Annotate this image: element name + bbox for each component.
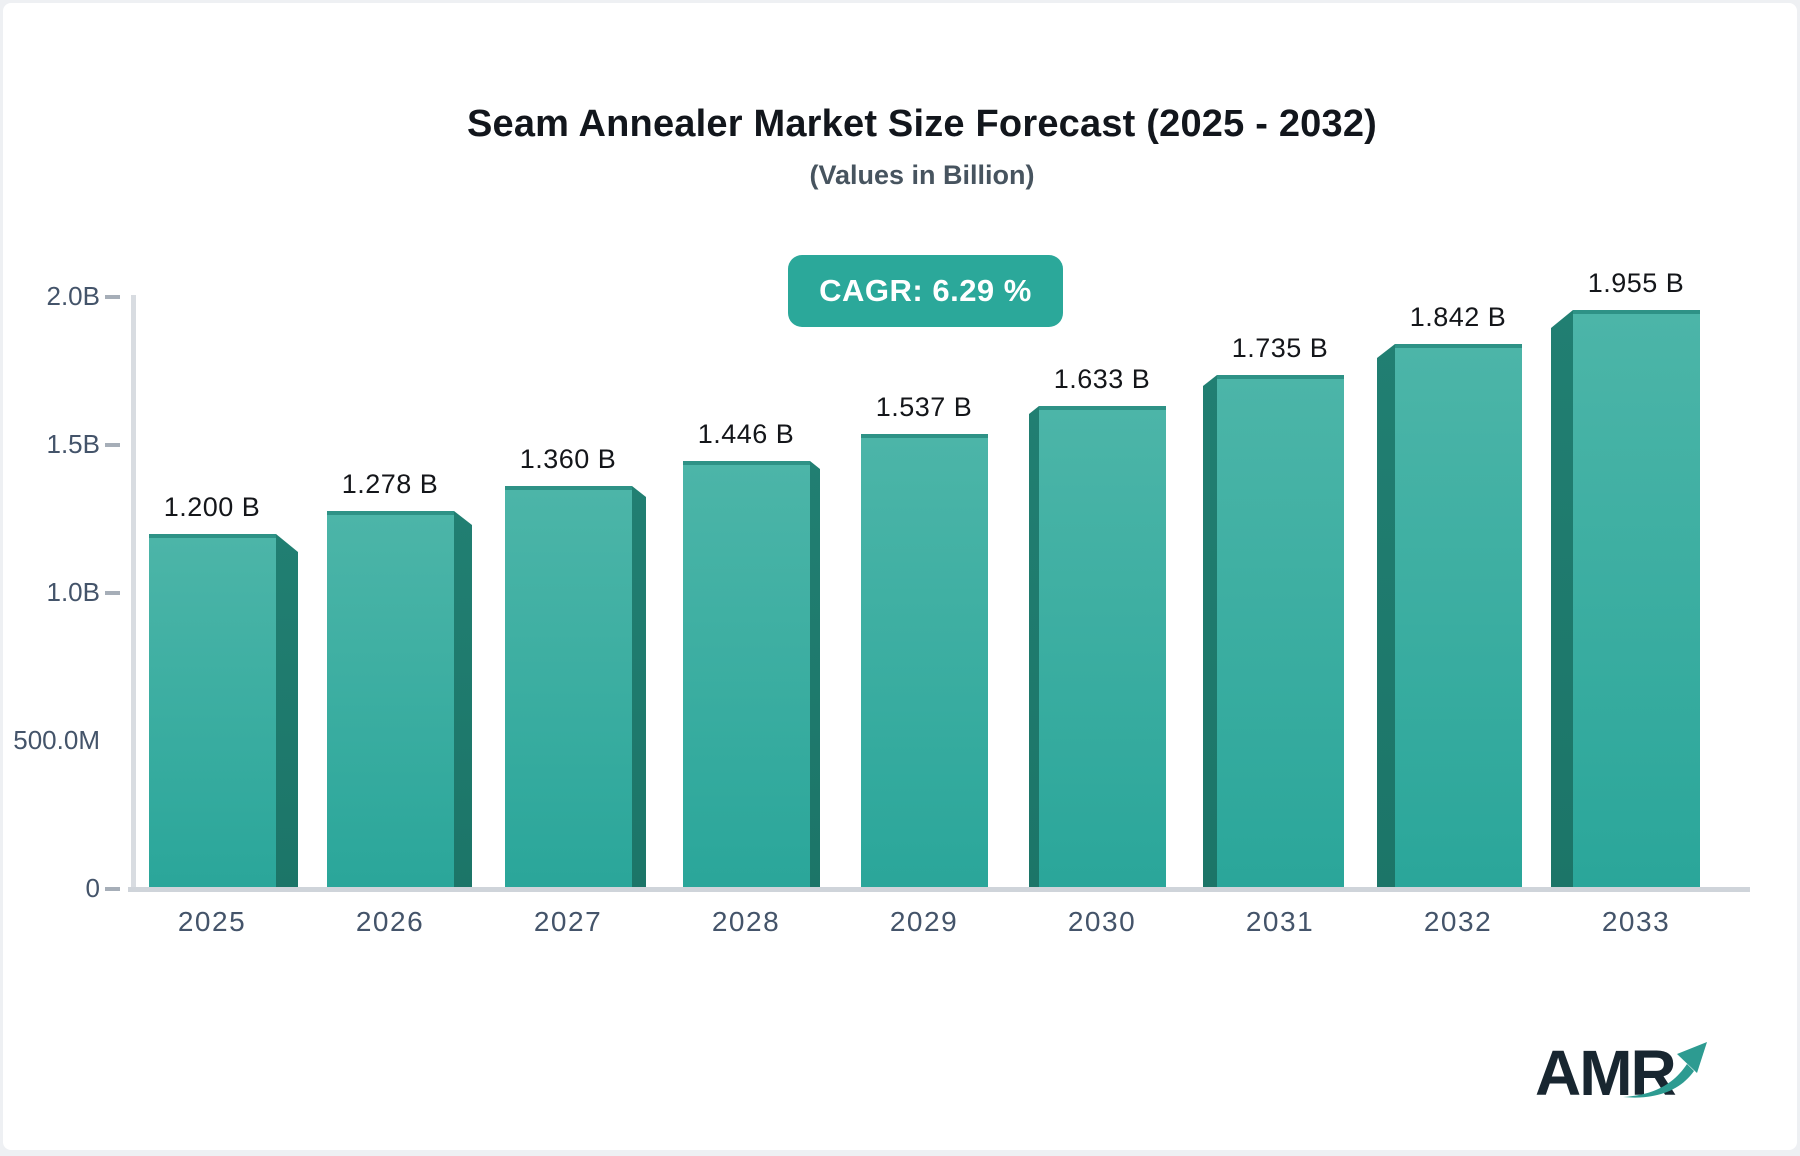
bar-value-label-2032: 1.842 B [1409,302,1507,332]
bar-2029 [861,434,988,889]
chart-title: Seam Annealer Market Size Forecast (2025… [466,103,1378,145]
y-axis-line [131,295,136,889]
bar-value-label-2025: 1.200 B [163,492,261,522]
chart-subtitle: (Values in Billion) [809,160,1035,190]
bar-value-label-2028: 1.446 B [697,419,795,449]
bar-value-label-2030: 1.633 B [1053,364,1151,394]
y-axis-tick-label: 1.5B [46,429,101,459]
x-axis-label-2033: 2033 [1601,906,1671,937]
y-axis-tick-mark [105,591,120,595]
x-axis-label-2025: 2025 [177,906,247,937]
y-axis-tick-label: 2.0B [46,281,101,311]
x-axis-label-2032: 2032 [1423,906,1493,937]
bar-2031 [1217,375,1344,889]
y-axis-tick-label: 500.0M [13,725,100,755]
y-axis-tick-mark [105,887,120,891]
x-axis-label-2026: 2026 [355,906,425,937]
bar-2027 [505,486,632,889]
bar-value-label-2029: 1.537 B [875,392,973,422]
bar-side-face-2030 [1029,406,1039,889]
bar-chart-plot: 2.0B 1.5B 1.0B 500.0M 0 1.200 B 2025 1.278 B 202… [3,3,1797,1150]
bar-side-face-2026 [454,511,472,889]
chart-header: Seam Annealer Market Size Forecast (2025… [3,3,1797,191]
bar-value-label-2026: 1.278 B [341,469,439,499]
bar-side-face-2032 [1377,344,1395,889]
x-axis-label-2029: 2029 [889,906,959,937]
x-axis-label-2030: 2030 [1067,906,1137,937]
bar-value-label-2031: 1.735 B [1231,333,1329,363]
bar-value-label-2027: 1.360 B [519,444,617,474]
y-axis-tick-mark [105,295,120,299]
bar-side-face-2027 [632,486,646,889]
bar-2030 [1039,406,1166,889]
cagr-badge: CAGR: 6.29 % [788,255,1063,327]
bar-2032 [1395,344,1522,889]
x-axis-label-2027: 2027 [533,906,603,937]
bar-2026 [327,511,454,889]
bar-side-face-2031 [1203,375,1217,889]
amr-logo: AMR [1535,1035,1725,1117]
y-axis-tick-mark [105,443,120,447]
growth-arrow-icon [1623,1042,1707,1098]
y-axis-tick-label: 0 [85,873,100,903]
bar-value-label-2033: 1.955 B [1587,268,1685,298]
chart-card: Seam Annealer Market Size Forecast (2025… [3,3,1797,1150]
bar-2028 [683,461,810,889]
x-axis-baseline [128,887,1750,892]
x-axis-label-2031: 2031 [1245,906,1315,937]
y-axis-tick-label: 1.0B [46,577,101,607]
bar-2025 [149,534,276,889]
bar-2033 [1573,310,1700,889]
x-axis-label-2028: 2028 [711,906,781,937]
bar-side-face-2028 [810,461,820,889]
bar-side-face-2033 [1551,310,1573,889]
bar-side-face-2025 [276,534,298,889]
